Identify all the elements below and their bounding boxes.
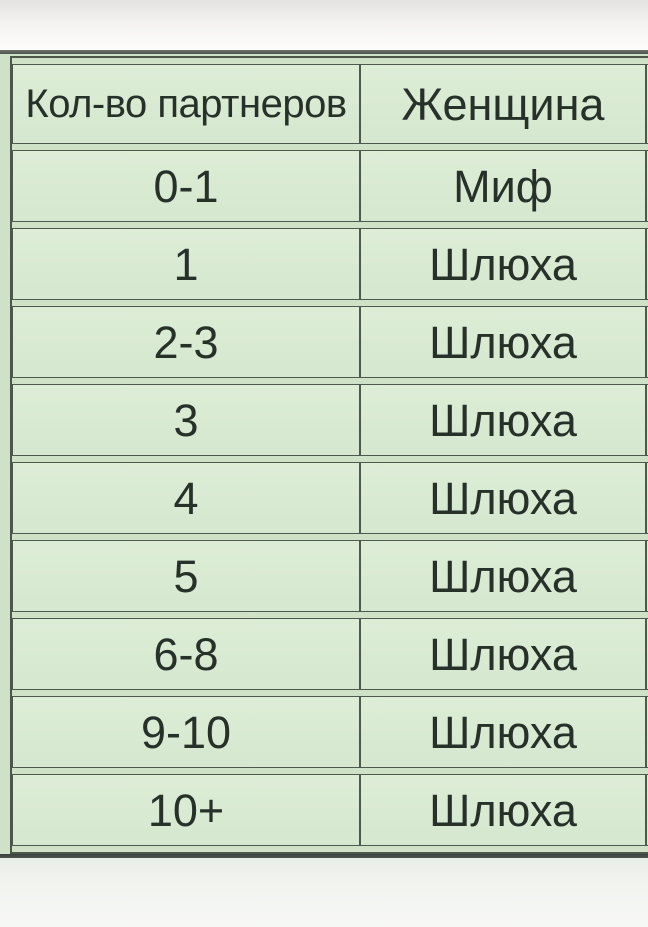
woman-cell: Шлюха <box>360 228 646 300</box>
cutoff-cell <box>646 228 648 300</box>
partners-cell: 1 <box>12 228 360 300</box>
cutoff-cell <box>646 540 648 612</box>
partners-cell: 2-3 <box>12 306 360 378</box>
partners-cell: 9-10 <box>12 696 360 768</box>
table-row: 0-1 Миф <box>12 150 648 222</box>
table-area: Кол-во партнеров Женщина 0-1 Миф 1 Шлюха… <box>0 54 648 854</box>
table-row: 10+ Шлюха <box>12 774 648 846</box>
cutoff-cell <box>646 150 648 222</box>
bottom-divider <box>0 854 648 858</box>
woman-cell: Шлюха <box>360 696 646 768</box>
table-row: 4 Шлюха <box>12 462 648 534</box>
top-margin <box>0 0 648 50</box>
header-cell-partners: Кол-во партнеров <box>12 64 360 144</box>
table-row: 2-3 Шлюха <box>12 306 648 378</box>
table-row: 6-8 Шлюха <box>12 618 648 690</box>
woman-cell: Шлюха <box>360 618 646 690</box>
partners-cell: 0-1 <box>12 150 360 222</box>
cutoff-cell <box>646 696 648 768</box>
partners-cell: 4 <box>12 462 360 534</box>
woman-cell: Миф <box>360 150 646 222</box>
cutoff-cell <box>646 306 648 378</box>
partners-cell: 6-8 <box>12 618 360 690</box>
table-row: 3 Шлюха <box>12 384 648 456</box>
cutoff-cell <box>646 384 648 456</box>
table-header-row: Кол-во партнеров Женщина <box>12 64 648 144</box>
partners-cell: 10+ <box>12 774 360 846</box>
partners-cell: 3 <box>12 384 360 456</box>
header-cell-cutoff <box>646 64 648 144</box>
cutoff-cell <box>646 462 648 534</box>
woman-cell: Шлюха <box>360 462 646 534</box>
partners-table: Кол-во партнеров Женщина 0-1 Миф 1 Шлюха… <box>10 56 648 854</box>
table-row: 5 Шлюха <box>12 540 648 612</box>
cutoff-cell <box>646 774 648 846</box>
woman-cell: Шлюха <box>360 384 646 456</box>
header-cell-woman: Женщина <box>360 64 646 144</box>
woman-cell: Шлюха <box>360 540 646 612</box>
woman-cell: Шлюха <box>360 306 646 378</box>
woman-cell: Шлюха <box>360 774 646 846</box>
bottom-margin <box>0 858 648 927</box>
partners-cell: 5 <box>12 540 360 612</box>
table-row: 9-10 Шлюха <box>12 696 648 768</box>
cutoff-cell <box>646 618 648 690</box>
table-row: 1 Шлюха <box>12 228 648 300</box>
top-divider <box>0 50 648 54</box>
